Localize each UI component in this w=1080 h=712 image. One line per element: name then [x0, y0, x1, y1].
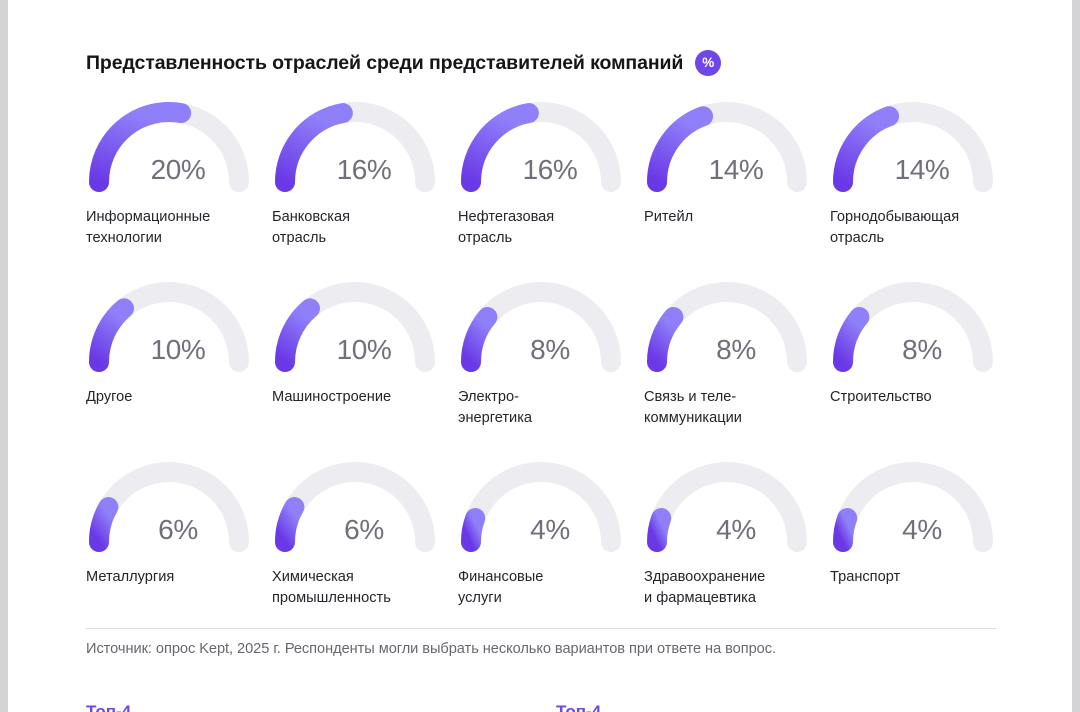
source-note: Источник: опрос Kept, 2025 г. Респондент…: [86, 641, 776, 657]
gauge-cell: 8% Строительство: [830, 274, 1016, 454]
gauge-chart: 16%: [272, 94, 438, 192]
page-content: Представленность отраслей среди представ…: [86, 0, 996, 712]
clipped-heading-left: Топ-4: [86, 703, 131, 712]
gauge-category-label: Металлургия: [86, 569, 175, 585]
clipped-heading-right: Топ-4: [556, 703, 601, 712]
gauge-cell: 10% Другое: [86, 274, 272, 454]
gauge-chart: 6%: [272, 454, 438, 552]
gauge-chart: 14%: [644, 94, 810, 192]
gauge-category-label: Нефтегазовая отрасль: [458, 209, 555, 246]
gauge-category-label: Здравоохранение и фармацевтика: [644, 569, 766, 606]
gauge-cell: 4% Здравоохранение и фармацевтика: [644, 454, 830, 634]
gauge-cell: 4% Финансовые услуги: [458, 454, 644, 634]
gauge-chart: 20%: [86, 94, 252, 192]
gauge-chart: 16%: [458, 94, 624, 192]
gauge-chart: 6%: [86, 454, 252, 552]
gauge-chart: 14%: [830, 94, 996, 192]
gauge-category-label: Банковская отрасль: [272, 209, 351, 246]
gauge-grid: 20% Информационные технологии 16% Банковска…: [86, 94, 996, 634]
gauge-cell: 6% Металлургия: [86, 454, 272, 634]
gauge-category-label: Другое: [86, 389, 133, 405]
gauge-category-label: Горнодобывающая отрасль: [830, 209, 960, 246]
gauge-cell: 14% Ритейл: [644, 94, 830, 274]
gauge-cell: 6% Химическая промышленность: [272, 454, 458, 634]
gauge-chart: 10%: [272, 274, 438, 372]
gauge-chart: 8%: [458, 274, 624, 372]
page-title-text: Представленность отраслей среди представ…: [86, 51, 684, 74]
gauge-category-label: Ритейл: [644, 209, 694, 225]
gauge-category-label: Транспорт: [830, 569, 901, 585]
gauge-cell: 8% Связь и теле- коммуникации: [644, 274, 830, 454]
gauge-chart: 4%: [458, 454, 624, 552]
gauge-cell: 10% Машиностроение: [272, 274, 458, 454]
gauge-category-label: Химическая промышленность: [272, 569, 391, 606]
percent-badge-icon: %: [695, 50, 722, 76]
gauge-cell: 4% Транспорт: [830, 454, 1016, 634]
gauge-cell: 16% Банковская отрасль: [272, 94, 458, 274]
gauge-chart: 10%: [86, 274, 252, 372]
gauge-chart: 4%: [644, 454, 810, 552]
gauge-chart: 4%: [830, 454, 996, 552]
gauge-cell: 16% Нефтегазовая отрасль: [458, 94, 644, 274]
gauge-chart: 8%: [644, 274, 810, 372]
gauge-cell: 8% Электро- энергетика: [458, 274, 644, 454]
gauge-category-label: Связь и теле- коммуникации: [644, 389, 742, 426]
gauge-cell: 14% Горнодобывающая отрасль: [830, 94, 1016, 274]
document-page: Представленность отраслей среди представ…: [8, 0, 1072, 712]
gauge-category-label: Машиностроение: [272, 389, 392, 405]
footer-divider: [86, 628, 996, 629]
gauge-cell: 20% Информационные технологии: [86, 94, 272, 274]
gauge-category-label: Электро- энергетика: [458, 389, 533, 426]
clipped-next-section: Топ-4 Топ-4: [86, 703, 996, 712]
gauge-chart: 8%: [830, 274, 996, 372]
page-title: Представленность отраслей среди представ…: [86, 0, 996, 80]
gauge-category-label: Информационные технологии: [86, 209, 211, 246]
gauge-category-label: Финансовые услуги: [458, 569, 544, 606]
gauge-category-label: Строительство: [830, 389, 932, 405]
